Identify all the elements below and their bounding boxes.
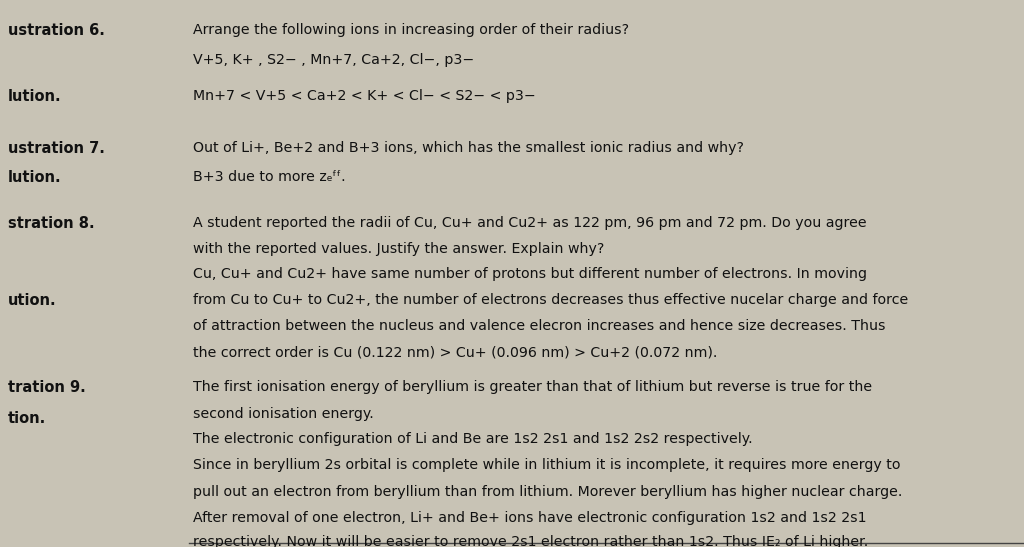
Text: tration 9.: tration 9.: [8, 380, 86, 395]
Text: The first ionisation energy of beryllium is greater than that of lithium but rev: The first ionisation energy of beryllium…: [193, 380, 871, 394]
Text: respectively. Now it will be easier to remove 2s1 electron rather than 1s2. Thus: respectively. Now it will be easier to r…: [193, 535, 867, 547]
Text: second ionisation energy.: second ionisation energy.: [193, 407, 374, 421]
Text: with the reported values. Justify the answer. Explain why?: with the reported values. Justify the an…: [193, 242, 604, 256]
Text: lution.: lution.: [8, 170, 61, 184]
Text: pull out an electron from beryllium than from lithium. Morever beryllium has hig: pull out an electron from beryllium than…: [193, 485, 902, 499]
Text: A student reported the radii of Cu, Cu+ and Cu2+ as 122 pm, 96 pm and 72 pm. Do : A student reported the radii of Cu, Cu+ …: [193, 216, 866, 230]
Text: lution.: lution.: [8, 89, 61, 103]
Text: V+5, K+ , S2− , Mn+7, Ca+2, Cl−, p3−: V+5, K+ , S2− , Mn+7, Ca+2, Cl−, p3−: [193, 53, 474, 67]
Text: After removal of one electron, Li+ and Be+ ions have electronic configuration 1s: After removal of one electron, Li+ and B…: [193, 511, 866, 525]
Text: Out of Li+, Be+2 and B+3 ions, which has the smallest ionic radius and why?: Out of Li+, Be+2 and B+3 ions, which has…: [193, 141, 743, 155]
Text: Cu, Cu+ and Cu2+ have same number of protons but different number of electrons. : Cu, Cu+ and Cu2+ have same number of pro…: [193, 267, 866, 281]
Text: of attraction between the nucleus and valence elecron increases and hence size d: of attraction between the nucleus and va…: [193, 319, 885, 334]
Text: The electronic configuration of Li and Be are 1s2 2s1 and 1s2 2s2 respectively.: The electronic configuration of Li and B…: [193, 432, 753, 446]
Text: ustration 6.: ustration 6.: [8, 23, 105, 38]
Text: Arrange the following ions in increasing order of their radius?: Arrange the following ions in increasing…: [193, 23, 629, 37]
Text: Since in beryllium 2s orbital is complete while in lithium it is incomplete, it : Since in beryllium 2s orbital is complet…: [193, 458, 900, 473]
Text: from Cu to Cu+ to Cu2+, the number of electrons decreases thus effective nucelar: from Cu to Cu+ to Cu2+, the number of el…: [193, 293, 907, 307]
Text: Mn+7 < V+5 < Ca+2 < K+ < Cl− < S2− < p3−: Mn+7 < V+5 < Ca+2 < K+ < Cl− < S2− < p3−: [193, 89, 536, 103]
Text: ustration 7.: ustration 7.: [8, 141, 105, 156]
Text: tion.: tion.: [8, 411, 46, 426]
Text: B+3 due to more zₑᶠᶠ.: B+3 due to more zₑᶠᶠ.: [193, 170, 345, 184]
Text: stration 8.: stration 8.: [8, 216, 95, 230]
Text: the correct order is Cu (0.122 nm) > Cu+ (0.096 nm) > Cu+2 (0.072 nm).: the correct order is Cu (0.122 nm) > Cu+…: [193, 346, 717, 360]
Text: ution.: ution.: [8, 293, 56, 308]
